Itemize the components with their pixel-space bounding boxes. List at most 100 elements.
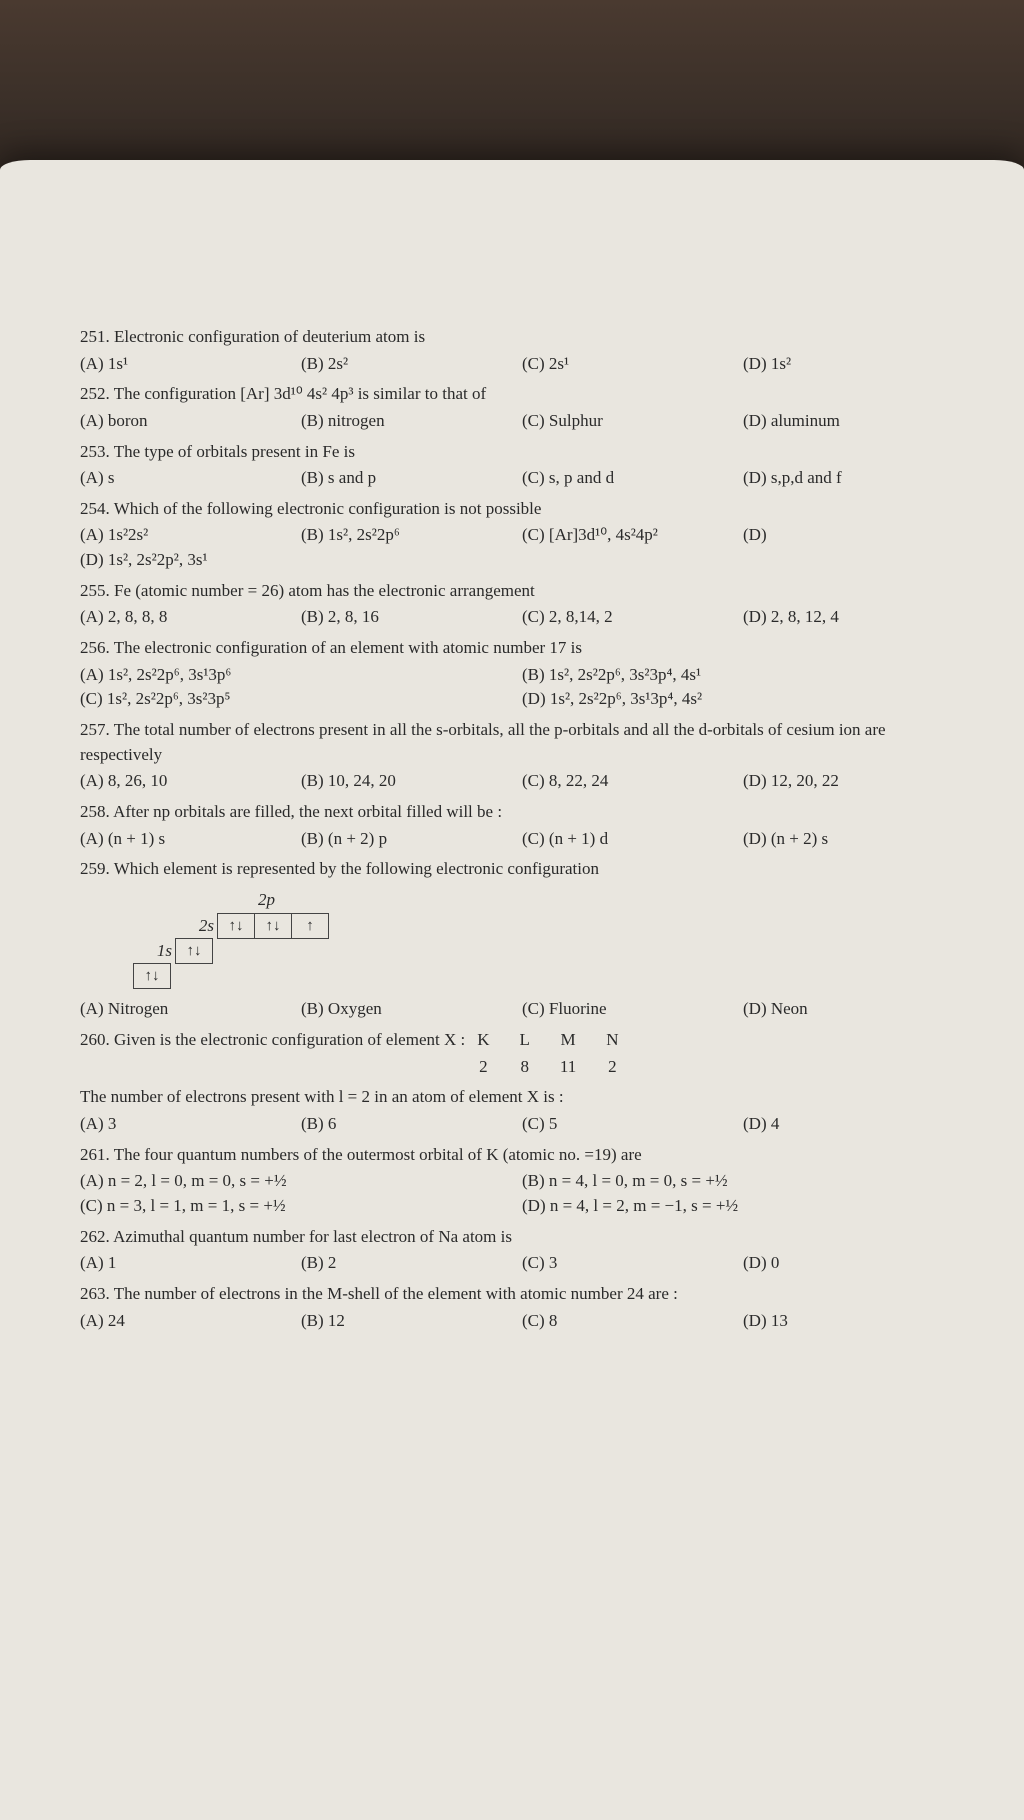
question-262: 262. Azimuthal quantum number for last e… [80, 1225, 964, 1276]
option-c: (C) 1s², 2s²2p⁶, 3s²3p⁵ [80, 687, 522, 712]
exam-paper: 251. Electronic configuration of deuteri… [0, 160, 1024, 1820]
option-d: (D) 2, 8, 12, 4 [743, 605, 964, 630]
option-c: (C) Sulphur [522, 409, 743, 434]
option-a: (A) n = 2, l = 0, m = 0, s = +½ [80, 1169, 522, 1194]
question-263: 263. The number of electrons in the M-sh… [80, 1282, 964, 1333]
count-l: 8 [520, 1055, 530, 1080]
question-255: 255. Fe (atomic number = 26) atom has th… [80, 579, 964, 630]
option-d: (D) 13 [743, 1309, 964, 1334]
option-c: (C) Fluorine [522, 997, 743, 1022]
q-text: Fe (atomic number = 26) atom has the ele… [114, 581, 535, 600]
label-1s: 1s [150, 939, 176, 964]
option-a: (A) 8, 26, 10 [80, 769, 301, 794]
q-num: 257 [80, 720, 106, 739]
q-text: Electronic configuration of deuterium at… [114, 327, 425, 346]
option-d: (D) s,p,d and f [743, 466, 964, 491]
option-b: (B) 6 [301, 1112, 522, 1137]
question-260: 260. Given is the electronic configurati… [80, 1028, 964, 1137]
q-num: 253 [80, 442, 106, 461]
orbital-diagram: 2p 2s ↑↓ ↑↓ ↑ 1s ↑↓ ↑↓ [150, 888, 964, 990]
option-b: (B) n = 4, l = 0, m = 0, s = +½ [522, 1169, 964, 1194]
option-a: (A) (n + 1) s [80, 827, 301, 852]
label-2s: 2s [192, 914, 218, 939]
q-num: 254 [80, 499, 106, 518]
option-c: (C) [Ar]3d¹⁰, 4s²4p² [522, 523, 743, 548]
q-text: The total number of electrons present in… [80, 720, 886, 764]
question-261: 261. The four quantum numbers of the out… [80, 1143, 964, 1219]
q-text: Which element is represented by the foll… [114, 859, 599, 878]
option-d: (D) 0 [743, 1251, 964, 1276]
shell-l: L [520, 1028, 530, 1053]
option-b: (B) 2 [301, 1251, 522, 1276]
option-c: (C) 5 [522, 1112, 743, 1137]
question-256: 256. The electronic configuration of an … [80, 636, 964, 712]
option-d: (D) Neon [743, 997, 964, 1022]
option-c: (C) (n + 1) d [522, 827, 743, 852]
option-a: (A) 1s²2s² [80, 523, 301, 548]
option-d: (D) [743, 523, 964, 548]
option-b: (B) Oxygen [301, 997, 522, 1022]
option-a: (A) 1s¹ [80, 352, 301, 377]
option-c: (C) 2s¹ [522, 352, 743, 377]
option-d: (D) (n + 2) s [743, 827, 964, 852]
option-c: (C) n = 3, l = 1, m = 1, s = +½ [80, 1194, 522, 1219]
option-a: (A) s [80, 466, 301, 491]
option-c: (C) 2, 8,14, 2 [522, 605, 743, 630]
option-a: (A) boron [80, 409, 301, 434]
question-252: 252. The configuration [Ar] 3d¹⁰ 4s² 4p³… [80, 382, 964, 433]
option-d: (D) n = 4, l = 2, m = −1, s = +½ [522, 1194, 964, 1219]
desk-background [0, 0, 1024, 180]
shell-k: K [477, 1028, 489, 1053]
q-num: 260 [80, 1030, 106, 1049]
q-text: The electronic configuration of an eleme… [114, 638, 582, 657]
option-a: (A) Nitrogen [80, 997, 301, 1022]
question-251: 251. Electronic configuration of deuteri… [80, 325, 964, 376]
q-num: 258 [80, 802, 106, 821]
q-num: 259 [80, 859, 106, 878]
option-b: (B) 12 [301, 1309, 522, 1334]
option-b: (B) 2, 8, 16 [301, 605, 522, 630]
q-text: The type of orbitals present in Fe is [114, 442, 355, 461]
option-a: (A) 2, 8, 8, 8 [80, 605, 301, 630]
option-a: (A) 3 [80, 1112, 301, 1137]
option-d: (D) 1s² [743, 352, 964, 377]
option-d-continued: (D) 1s², 2s²2p², 3s¹ [80, 548, 964, 573]
option-b: (B) 1s², 2s²2p⁶, 3s²3p⁴, 4s¹ [522, 663, 964, 688]
q-text: Which of the following electronic config… [114, 499, 542, 518]
option-a: (A) 1s², 2s²2p⁶, 3s¹3p⁶ [80, 663, 522, 688]
option-b: (B) s and p [301, 466, 522, 491]
option-b: (B) 2s² [301, 352, 522, 377]
option-c: (C) s, p and d [522, 466, 743, 491]
option-a: (A) 1 [80, 1251, 301, 1276]
question-258: 258. After np orbitals are filled, the n… [80, 800, 964, 851]
q-num: 251 [80, 327, 106, 346]
option-c: (C) 8 [522, 1309, 743, 1334]
option-d: (D) 4 [743, 1112, 964, 1137]
q-num: 263 [80, 1284, 106, 1303]
q-text: The number of electrons in the M-shell o… [114, 1284, 678, 1303]
q-text-2: The number of electrons present with l =… [80, 1085, 964, 1110]
option-a: (A) 24 [80, 1309, 301, 1334]
q-text: The four quantum numbers of the outermos… [114, 1145, 642, 1164]
q-num: 261 [80, 1145, 106, 1164]
question-257: 257. The total number of electrons prese… [80, 718, 964, 794]
q-num: 252 [80, 384, 106, 403]
question-254: 254. Which of the following electronic c… [80, 497, 964, 573]
q-text: After np orbitals are filled, the next o… [113, 802, 502, 821]
question-259: 259. Which element is represented by the… [80, 857, 964, 1022]
shell-config-table: K2 L8 M11 N2 [477, 1028, 618, 1079]
q-text: The configuration [Ar] 3d¹⁰ 4s² 4p³ is s… [114, 384, 486, 403]
option-b: (B) nitrogen [301, 409, 522, 434]
q-text: Azimuthal quantum number for last electr… [113, 1227, 512, 1246]
shell-m: M [560, 1028, 576, 1053]
option-d: (D) aluminum [743, 409, 964, 434]
orb-box: ↑↓ [133, 963, 171, 989]
count-k: 2 [477, 1055, 489, 1080]
option-c: (C) 3 [522, 1251, 743, 1276]
q-text: Given is the electronic configuration of… [114, 1030, 465, 1049]
count-n: 2 [606, 1055, 618, 1080]
orb-box: ↑↓ [254, 913, 292, 939]
label-2p: 2p [258, 888, 964, 913]
q-num: 262 [80, 1227, 106, 1246]
shell-n: N [606, 1028, 618, 1053]
